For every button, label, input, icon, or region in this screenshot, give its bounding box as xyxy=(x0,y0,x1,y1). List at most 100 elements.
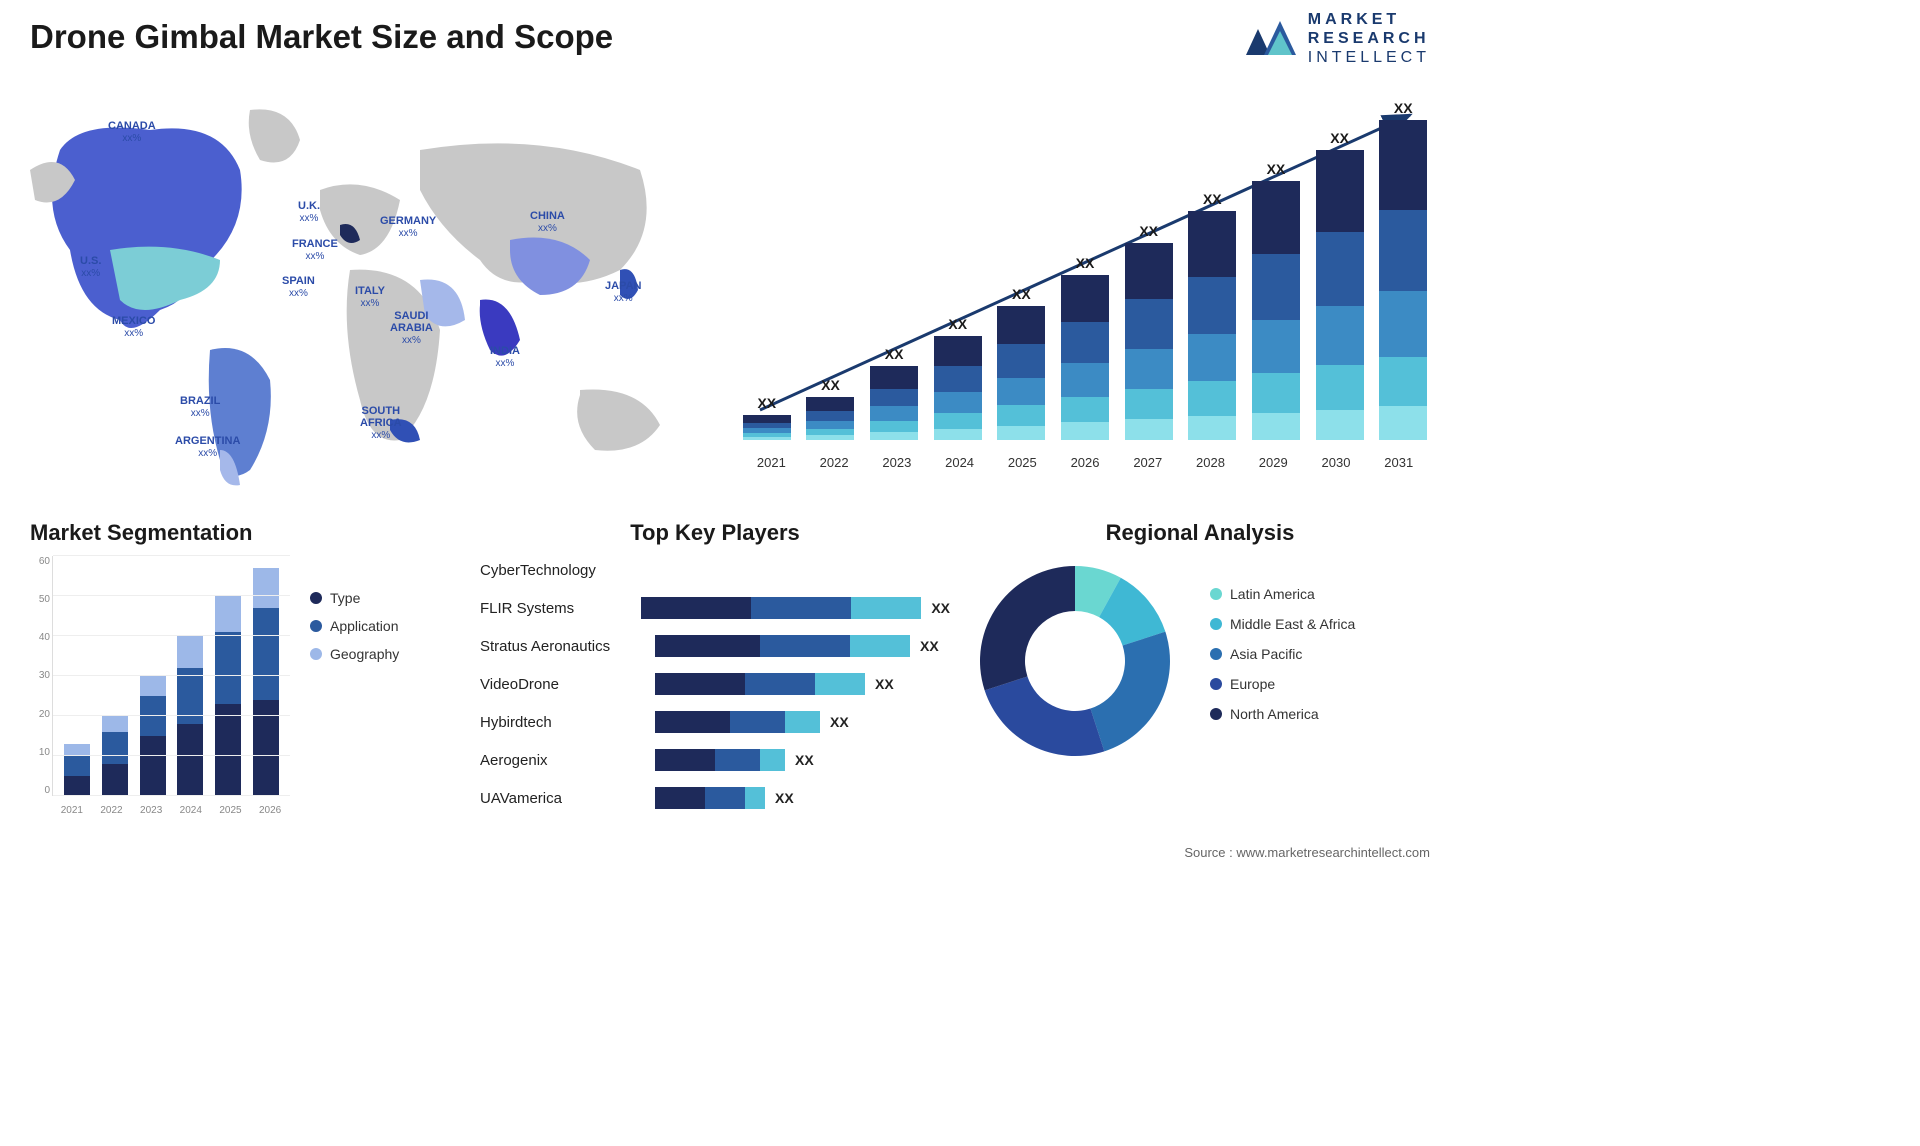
map-label: MEXICOxx% xyxy=(112,315,155,339)
map-label: JAPANxx% xyxy=(605,280,641,304)
seg-segment xyxy=(102,764,128,796)
player-segment xyxy=(851,597,921,619)
growth-year-label: 2025 xyxy=(991,455,1054,470)
growth-year-label: 2027 xyxy=(1116,455,1179,470)
seg-ytick: 20 xyxy=(30,709,50,720)
legend-dot xyxy=(310,620,322,632)
seg-bar xyxy=(253,568,279,796)
growth-segment xyxy=(1188,416,1236,440)
regional-panel: Regional Analysis Latin America Middle Ea… xyxy=(970,520,1430,766)
growth-bar: XX xyxy=(1058,255,1112,440)
player-value: XX xyxy=(931,600,950,616)
seg-year-label: 2023 xyxy=(140,805,162,816)
player-row: Aerogenix XX xyxy=(480,746,950,774)
growth-segment xyxy=(806,397,854,411)
growth-segment xyxy=(1379,210,1427,292)
player-segment xyxy=(760,749,785,771)
player-bar xyxy=(641,597,921,619)
growth-segment xyxy=(1125,349,1173,389)
legend-item: Latin America xyxy=(1210,586,1355,602)
growth-bar: XX xyxy=(1313,130,1367,440)
growth-segment xyxy=(1252,254,1300,320)
legend-label: Type xyxy=(330,590,360,606)
legend-item: Application xyxy=(310,618,399,634)
brand-logo: MARKET RESEARCH INTELLECT xyxy=(1244,10,1430,68)
growth-segment xyxy=(1379,357,1427,407)
seg-year-label: 2022 xyxy=(100,805,122,816)
seg-ytick: 40 xyxy=(30,632,50,643)
growth-value-label: XX xyxy=(1330,130,1349,146)
player-row: CyberTechnology xyxy=(480,556,950,584)
player-segment xyxy=(730,711,785,733)
growth-segment xyxy=(1316,365,1364,410)
player-value: XX xyxy=(795,752,814,768)
logo-icon xyxy=(1244,15,1300,63)
map-label: ARGENTINAxx% xyxy=(175,435,240,459)
segmentation-title: Market Segmentation xyxy=(30,520,450,546)
page-title: Drone Gimbal Market Size and Scope xyxy=(30,18,613,56)
legend-label: Middle East & Africa xyxy=(1230,616,1355,632)
map-label: INDIAxx% xyxy=(490,345,520,369)
seg-segment xyxy=(140,676,166,696)
growth-segment xyxy=(743,437,791,440)
seg-bar xyxy=(64,744,90,796)
growth-segment xyxy=(1379,120,1427,210)
growth-value-label: XX xyxy=(1139,223,1158,239)
player-segment xyxy=(785,711,820,733)
legend-dot xyxy=(1210,648,1222,660)
growth-year-label: 2028 xyxy=(1179,455,1242,470)
growth-value-label: XX xyxy=(1267,161,1286,177)
legend-item: Geography xyxy=(310,646,399,662)
growth-value-label: XX xyxy=(821,377,840,393)
player-bar xyxy=(655,749,785,771)
seg-ytick: 0 xyxy=(30,785,50,796)
growth-segment xyxy=(997,426,1045,440)
player-value: XX xyxy=(875,676,894,692)
growth-bar: XX xyxy=(740,395,794,440)
player-value: XX xyxy=(920,638,939,654)
donut-slice xyxy=(985,676,1105,756)
player-name: VideoDrone xyxy=(480,676,655,693)
legend-dot xyxy=(1210,708,1222,720)
growth-segment xyxy=(1316,306,1364,365)
player-value: XX xyxy=(775,790,794,806)
growth-segment xyxy=(1252,373,1300,413)
player-segment xyxy=(655,635,760,657)
player-segment xyxy=(745,787,765,809)
regional-title: Regional Analysis xyxy=(970,520,1430,546)
growth-segment xyxy=(806,411,854,421)
player-row: HybirdtechXX xyxy=(480,708,950,736)
player-segment xyxy=(655,749,715,771)
legend-item: North America xyxy=(1210,706,1355,722)
regional-donut xyxy=(970,556,1180,766)
player-name: Aerogenix xyxy=(480,752,655,769)
growth-year-label: 2023 xyxy=(865,455,928,470)
map-label: GERMANYxx% xyxy=(380,215,436,239)
world-map: CANADAxx%U.S.xx%MEXICOxx%BRAZILxx%ARGENT… xyxy=(20,90,710,490)
growth-segment xyxy=(934,366,982,392)
logo-line3: INTELLECT xyxy=(1308,48,1430,67)
growth-segment xyxy=(1252,320,1300,373)
player-segment xyxy=(715,749,760,771)
legend-label: Europe xyxy=(1230,676,1275,692)
player-segment xyxy=(760,635,850,657)
growth-year-label: 2024 xyxy=(928,455,991,470)
growth-segment xyxy=(997,405,1045,426)
player-row: VideoDrone XX xyxy=(480,670,950,698)
growth-value-label: XX xyxy=(885,346,904,362)
map-label: U.S.xx% xyxy=(80,255,101,279)
growth-segment xyxy=(806,421,854,429)
map-label: SAUDIARABIAxx% xyxy=(390,310,433,346)
growth-segment xyxy=(1252,413,1300,440)
growth-bar: XX xyxy=(804,377,858,440)
legend-dot xyxy=(1210,618,1222,630)
player-bar xyxy=(655,787,765,809)
legend-label: Asia Pacific xyxy=(1230,646,1302,662)
map-label: SPAINxx% xyxy=(282,275,315,299)
growth-chart: XXXXXXXXXXXXXXXXXXXXXX 20212022202320242… xyxy=(740,90,1430,470)
growth-segment xyxy=(870,421,918,432)
legend-dot xyxy=(310,648,322,660)
growth-segment xyxy=(1252,181,1300,255)
legend-dot xyxy=(1210,588,1222,600)
legend-item: Type xyxy=(310,590,399,606)
